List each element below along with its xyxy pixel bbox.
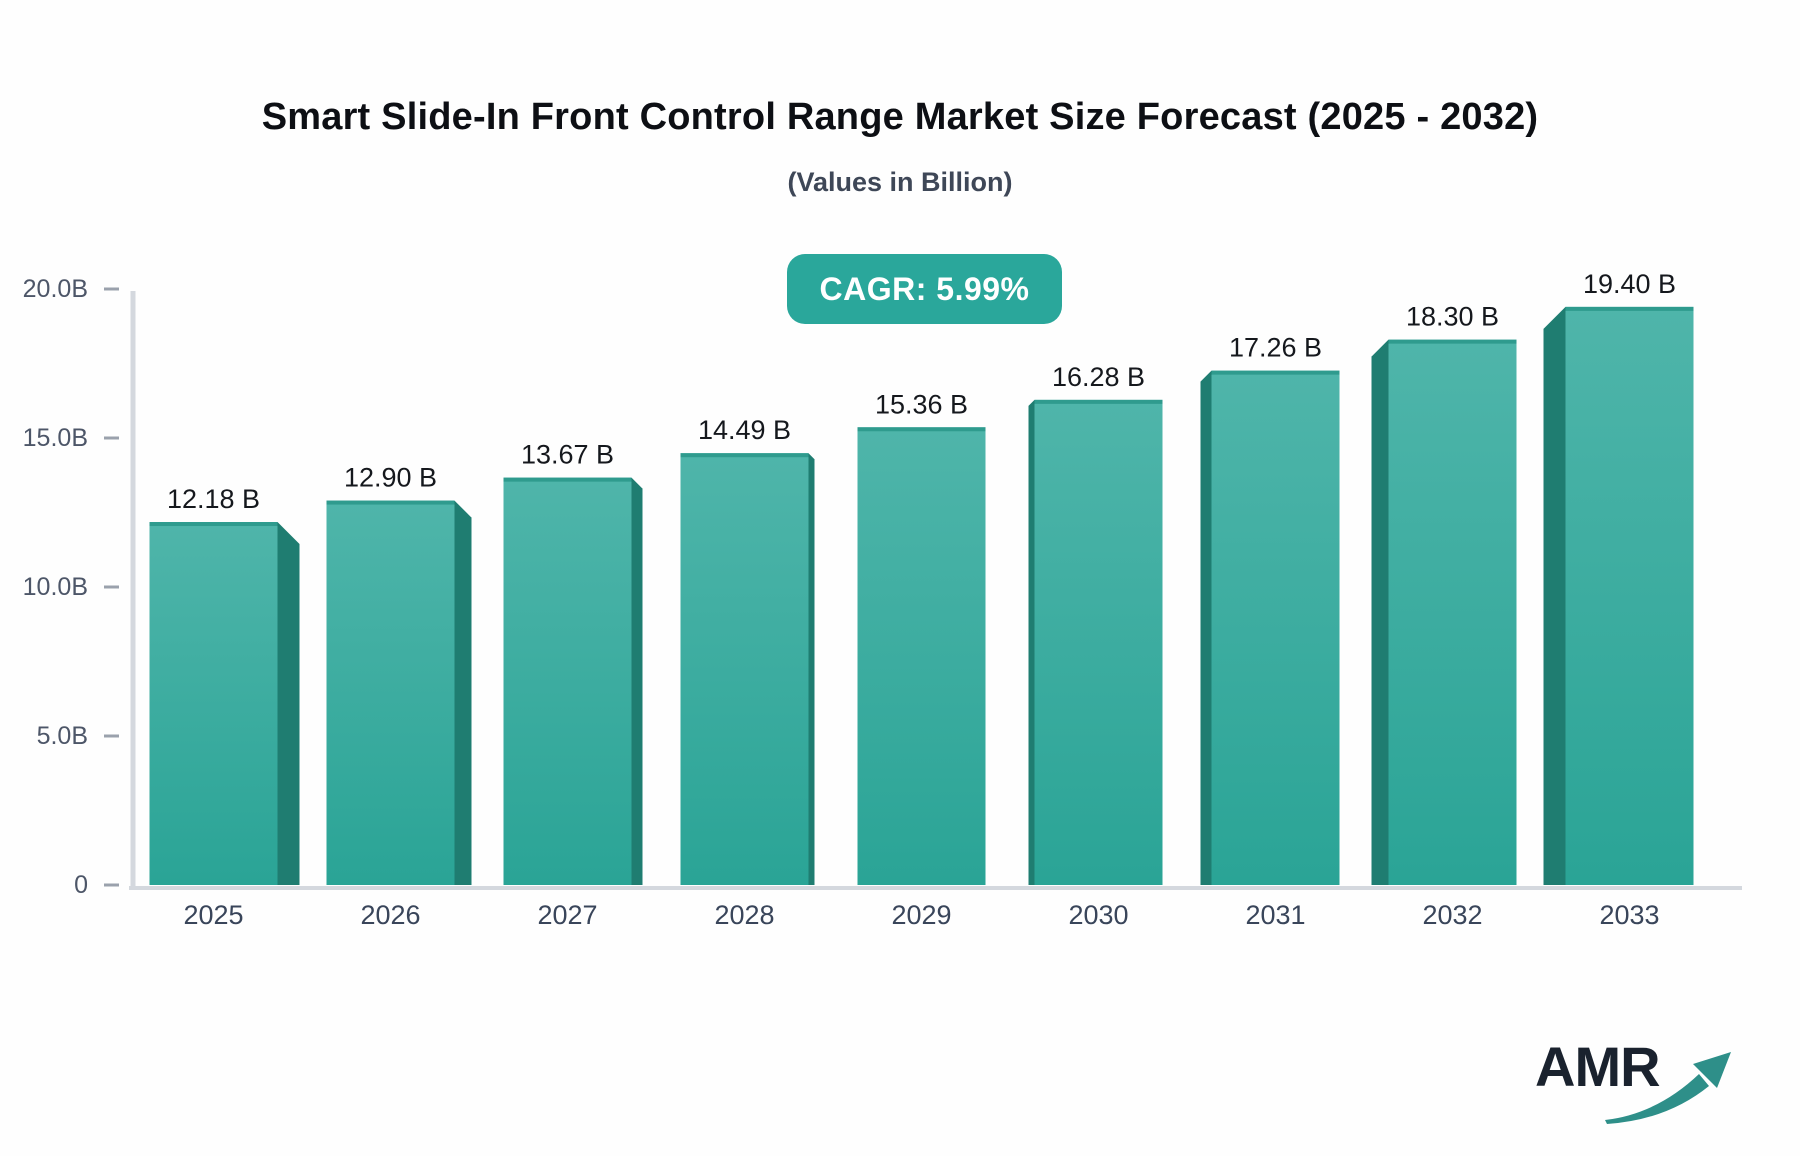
- x-axis-year-label: 2026: [360, 900, 420, 930]
- bar-top-edge: [1034, 399, 1163, 404]
- amr-logo: AMR: [1525, 1028, 1775, 1128]
- amr-logo-arrow-icon: [1605, 1052, 1731, 1124]
- bar-side: [808, 453, 815, 885]
- y-tick-label: 15.0B: [23, 424, 88, 452]
- amr-logo-text: AMR: [1535, 1035, 1661, 1098]
- x-axis-year-label: 2030: [1068, 900, 1128, 930]
- chart-title: Smart Slide-In Front Control Range Marke…: [261, 96, 1539, 138]
- y-tick-label: 0: [74, 871, 88, 899]
- bar-top-edge: [1565, 306, 1694, 311]
- x-axis-year-label: 2025: [183, 900, 243, 930]
- bar-face: [1565, 306, 1694, 885]
- x-axis-year-label: 2033: [1599, 900, 1659, 930]
- bar-face: [326, 500, 455, 885]
- bar-side: [1028, 399, 1035, 885]
- bar-value-label: 12.90 B: [344, 463, 437, 493]
- bar-top-edge: [1211, 370, 1340, 375]
- bar-face: [503, 477, 632, 885]
- bar-side: [454, 500, 472, 885]
- x-axis-year-label: 2032: [1422, 900, 1482, 930]
- bar-value-label: 13.67 B: [521, 440, 614, 470]
- bar-top-edge: [1388, 339, 1517, 344]
- bar-value-label: 16.28 B: [1052, 362, 1145, 392]
- bar-face: [857, 427, 986, 885]
- bar-value-label: 19.40 B: [1583, 269, 1676, 299]
- bar-face: [149, 522, 278, 885]
- x-axis-year-label: 2029: [891, 900, 951, 930]
- amr-arrow-swoosh: [1605, 1074, 1709, 1124]
- bar-face: [680, 453, 809, 885]
- bar-side: [1543, 306, 1566, 885]
- bar-value-label: 12.18 B: [167, 484, 260, 514]
- bar-side: [277, 522, 300, 885]
- bar-side: [631, 477, 643, 885]
- bar-side: [1371, 339, 1389, 885]
- x-axis-year-label: 2031: [1245, 900, 1305, 930]
- bar-side: [1200, 370, 1212, 886]
- bar-face: [1034, 399, 1163, 885]
- bar-value-label: 15.36 B: [875, 389, 968, 419]
- bar-value-label: 17.26 B: [1229, 333, 1322, 363]
- bar-top-edge: [680, 453, 809, 458]
- amr-arrow-head: [1693, 1052, 1731, 1088]
- bar-top-edge: [503, 477, 632, 482]
- x-axis-year-label: 2028: [714, 900, 774, 930]
- cagr-badge: CAGR: 5.99%: [787, 254, 1062, 324]
- bar-face: [1211, 370, 1340, 886]
- y-tick-label: 10.0B: [23, 573, 88, 601]
- bar-top-edge: [857, 427, 986, 432]
- y-tick-label: 5.0B: [37, 722, 88, 750]
- bar-face: [1388, 339, 1517, 885]
- cagr-badge-label: CAGR: 5.99%: [819, 270, 1030, 307]
- bar-value-label: 14.49 B: [698, 415, 791, 445]
- bar-value-label: 18.30 B: [1406, 302, 1499, 332]
- bar-top-edge: [149, 522, 278, 527]
- y-tick-label: 20.0B: [23, 275, 88, 303]
- x-axis-year-label: 2027: [537, 900, 597, 930]
- bar-top-edge: [326, 500, 455, 505]
- chart-subtitle: (Values in Billion): [787, 167, 1013, 197]
